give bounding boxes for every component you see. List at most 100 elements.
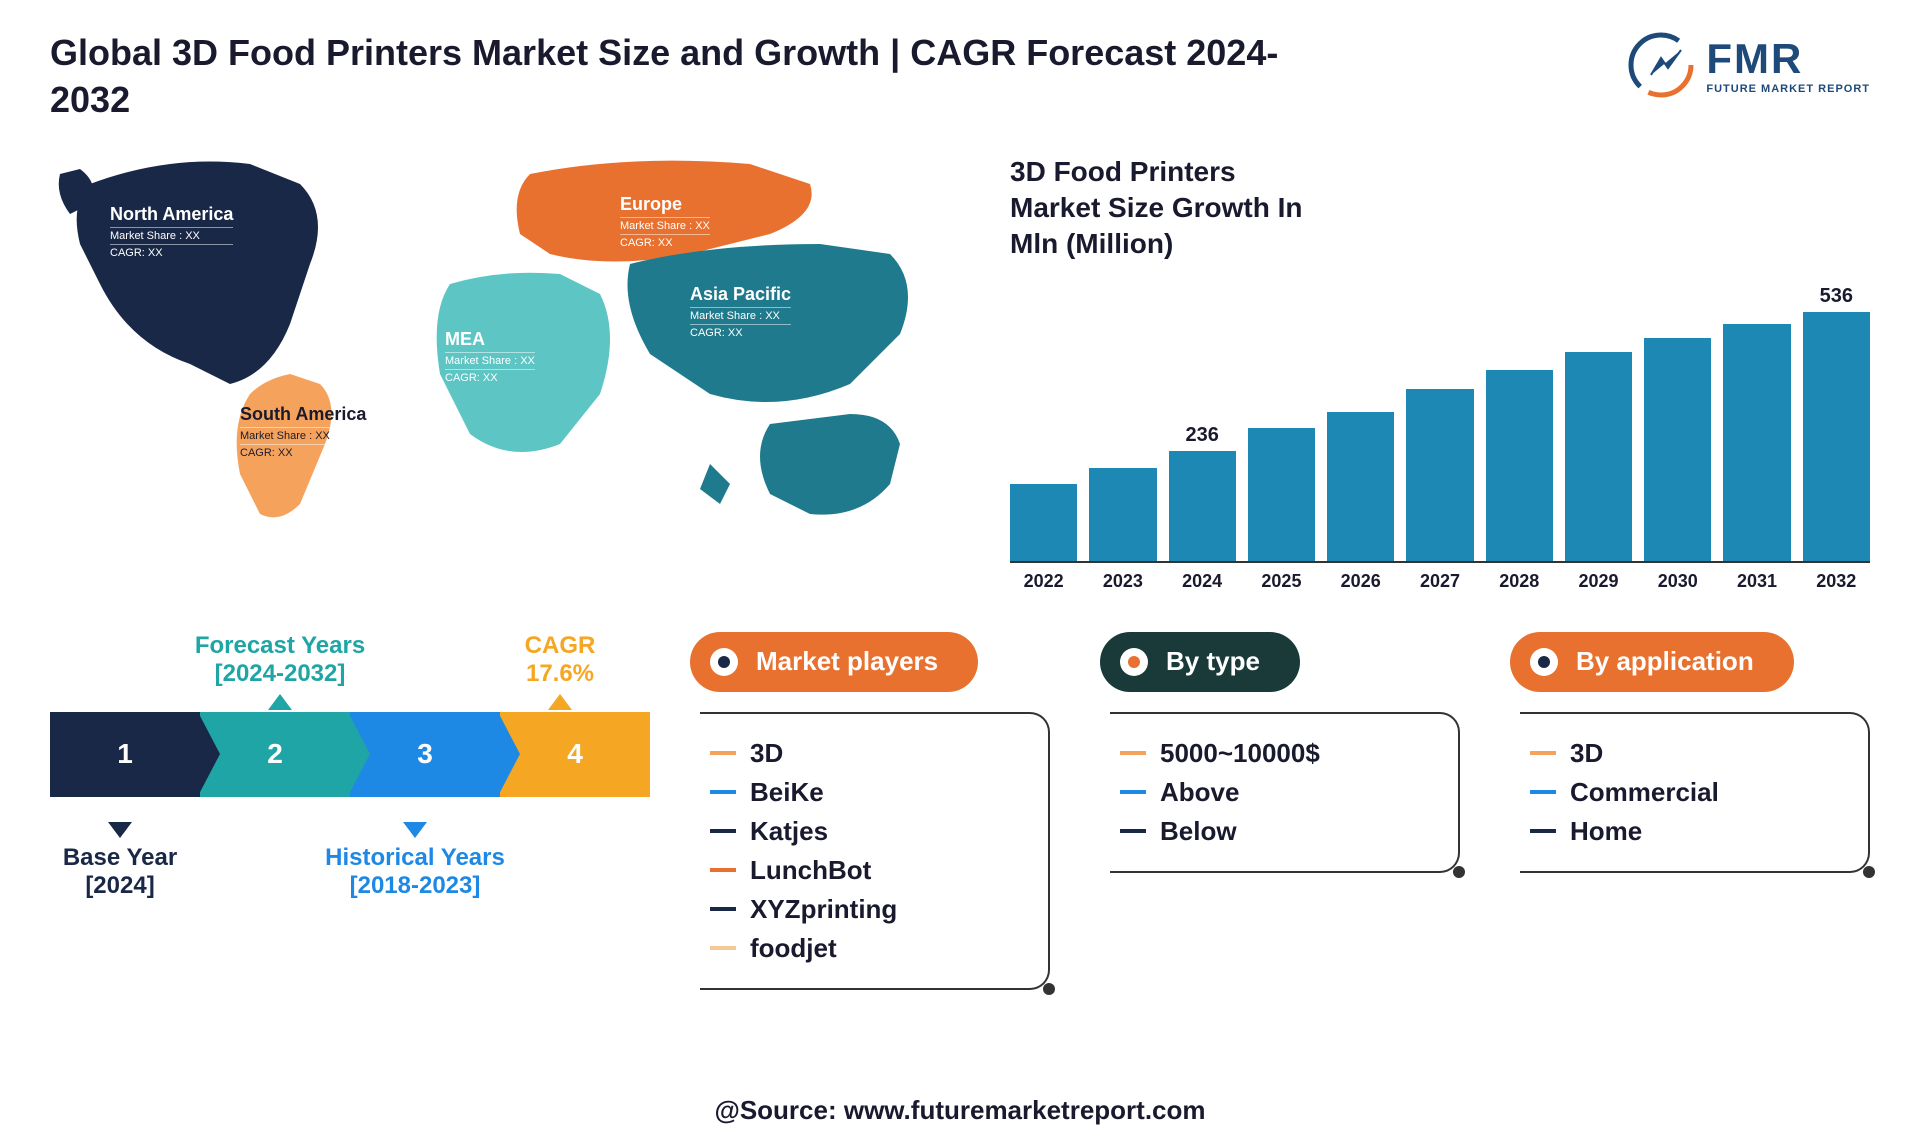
pill-label: By application [1576,646,1754,677]
pill-dot-icon: .pd-Marketplayers::after{background:#1a2… [710,648,738,676]
list-item-label: Above [1160,777,1239,808]
tick-icon [710,829,736,833]
list-item: foodjet [710,929,1018,968]
chart-bar [1010,484,1077,561]
forecast-years: [2024-2032] [180,660,380,688]
category-pill: .pd-Byapplication::after{background:#1a2… [1510,632,1794,692]
bar-wrapper [1248,428,1315,560]
timeline-segment: 3 [350,712,500,797]
info-column: .pd-Marketplayers::after{background:#1a2… [690,632,1050,990]
timeline-infographic: Forecast Years [2024-2032] CAGR 17.6% 12… [50,632,650,990]
bar-value-label: 536 [1820,285,1853,308]
forecast-label: Forecast Years [195,632,365,659]
chart-bar [1565,352,1632,561]
bar-wrapper [1486,370,1553,560]
x-axis-label: 2027 [1406,571,1473,592]
base-year-value: [2024] [40,872,200,900]
list-item-label: Below [1160,816,1237,847]
list-item: Katjes [710,812,1018,851]
x-axis-label: 2030 [1644,571,1711,592]
list-item-label: 3D [1570,738,1603,769]
list-item: Below [1120,812,1428,851]
bar-wrapper [1089,468,1156,561]
chart-bar [1406,389,1473,561]
source-attribution: @Source: www.futuremarketreport.com [714,1095,1205,1126]
list-item-label: Commercial [1570,777,1719,808]
tick-icon [1120,829,1146,833]
list-item-label: Katjes [750,816,828,847]
x-axis-label: 2025 [1248,571,1315,592]
bar-wrapper [1327,412,1394,561]
pill-label: By type [1166,646,1260,677]
bar-wrapper [1565,352,1632,561]
tick-icon [710,751,736,755]
fmr-logo: FMR FUTURE MARKET REPORT [1626,30,1870,100]
growth-bar-chart: 3D Food Printers Market Size Growth In M… [1010,144,1870,592]
region-label: MEAMarket Share : XXCAGR: XX [445,329,535,384]
x-axis-label: 2023 [1089,571,1156,592]
chart-bar [1327,412,1394,561]
chart-bar [1644,338,1711,561]
bar-wrapper [1406,389,1473,561]
chart-bar [1169,451,1236,561]
x-axis-label: 2028 [1486,571,1553,592]
fmr-logo-icon [1626,30,1696,100]
bar-wrapper: 236 [1169,424,1236,561]
bar-wrapper [1010,484,1077,561]
list-item: Home [1530,812,1838,851]
list-item: 3D [710,734,1018,773]
tick-icon [1530,751,1556,755]
list-item: Commercial [1530,773,1838,812]
region-label: South AmericaMarket Share : XXCAGR: XX [240,404,366,459]
logo-text-main: FMR [1706,35,1870,83]
tick-icon [710,907,736,911]
bar-value-label: 236 [1185,424,1218,447]
list-item: 3D [1530,734,1838,773]
timeline-segment: 1 [50,712,200,797]
x-axis-label: 2024 [1169,571,1236,592]
bracket-container: 3D Commercial Home [1520,712,1870,873]
page-title: Global 3D Food Printers Market Size and … [50,30,1350,124]
list-item-label: LunchBot [750,855,871,886]
x-axis-label: 2022 [1010,571,1077,592]
chart-bar [1089,468,1156,561]
list-item-label: 3D [750,738,783,769]
tick-icon [1120,751,1146,755]
list-item-label: foodjet [750,933,837,964]
list-item-label: XYZprinting [750,894,897,925]
historical-label: Historical Years [325,844,505,871]
list-item: LunchBot [710,851,1018,890]
bar-wrapper [1644,338,1711,561]
chart-bar [1723,324,1790,561]
timeline-segment: 2 [200,712,350,797]
timeline-segment: 4 [500,712,650,797]
list-item-label: 5000~10000$ [1160,738,1320,769]
region-label: North AmericaMarket Share : XXCAGR: XX [110,204,233,259]
category-pill: .pd-Marketplayers::after{background:#1a2… [690,632,978,692]
cagr-label: CAGR [525,632,596,659]
tick-icon [1530,790,1556,794]
world-map: North AmericaMarket Share : XXCAGR: XX So… [50,144,970,524]
info-column: .pd-Bytype::after{background:#e8712f} By … [1100,632,1460,990]
cagr-value: 17.6% [500,660,620,688]
tick-icon [710,868,736,872]
pill-dot-icon: .pd-Bytype::after{background:#e8712f} [1120,648,1148,676]
historical-years: [2018-2023] [300,872,530,900]
bracket-container: 5000~10000$ Above Below [1110,712,1460,873]
base-year-label: Base Year [63,844,177,871]
tick-icon [710,946,736,950]
x-axis-label: 2032 [1803,571,1870,592]
list-item: 5000~10000$ [1120,734,1428,773]
logo-text-sub: FUTURE MARKET REPORT [1706,83,1870,95]
chart-bar [1248,428,1315,560]
chart-bar [1486,370,1553,560]
chart-title: 3D Food Printers Market Size Growth In M… [1010,154,1330,263]
tick-icon [1530,829,1556,833]
pill-dot-icon: .pd-Byapplication::after{background:#1a2… [1530,648,1558,676]
x-axis-label: 2026 [1327,571,1394,592]
list-item: Above [1120,773,1428,812]
x-axis-label: 2029 [1565,571,1632,592]
list-item-label: BeiKe [750,777,824,808]
bracket-container: 3D BeiKe Katjes LunchBot XYZprinting foodjet [700,712,1050,990]
list-item: BeiKe [710,773,1018,812]
